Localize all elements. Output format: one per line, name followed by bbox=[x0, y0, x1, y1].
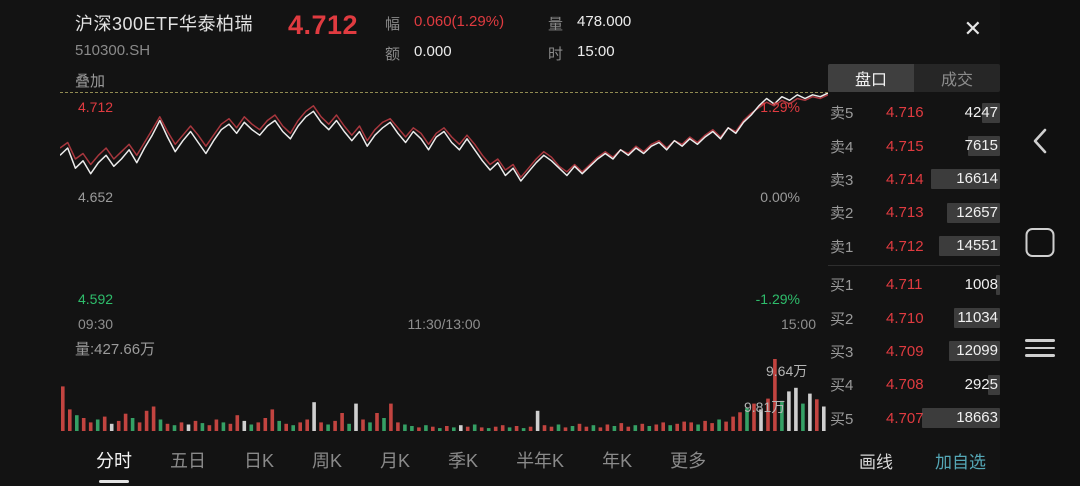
time-label-close: 15:00 bbox=[780, 316, 816, 332]
order-price: 4.712 bbox=[886, 237, 924, 255]
overlay-toggle[interactable]: 叠加 bbox=[75, 73, 106, 90]
order-level-label: 卖1 bbox=[830, 238, 854, 256]
bid-row-3[interactable]: 买3 4.709 12099 bbox=[828, 335, 1000, 368]
tab-intraday[interactable]: 分时 bbox=[94, 443, 134, 477]
ask-row-4[interactable]: 卖4 4.715 7615 bbox=[828, 129, 1000, 162]
ask-row-1[interactable]: 卖1 4.712 14551 bbox=[828, 230, 1000, 263]
order-level-label: 买1 bbox=[830, 277, 854, 295]
bid-row-1[interactable]: 买1 4.711 1008 bbox=[828, 268, 1000, 301]
menu-icon[interactable] bbox=[1025, 334, 1055, 362]
volume-axis-label-2: 9.81万 bbox=[744, 399, 786, 415]
bid-ask-divider bbox=[828, 264, 1000, 266]
y-label-prevclose: 4.652 bbox=[78, 189, 114, 205]
stat-label-change: 幅 bbox=[385, 16, 401, 33]
tab-halfyear-k[interactable]: 半年K bbox=[516, 451, 565, 471]
y-label-high: 4.712 bbox=[78, 99, 114, 115]
bid-row-2[interactable]: 买2 4.710 11034 bbox=[828, 301, 1000, 334]
tab-order-book[interactable]: 盘口 bbox=[828, 64, 914, 92]
time-axis: 09:30 11:30/13:00 15:00 bbox=[60, 313, 828, 336]
stat-label-time: 时 bbox=[548, 46, 564, 63]
period-tab-bar: 分时 五日 日K 周K 月K 季K 半年K 年K 更多 画线 加自选 bbox=[60, 434, 1000, 486]
tab-daily-k[interactable]: 日K bbox=[244, 451, 275, 471]
order-price: 4.715 bbox=[886, 137, 924, 155]
order-price: 4.713 bbox=[886, 204, 924, 222]
intraday-chart[interactable]: 叠加 4.712 4.652 4.592 1.29% 0.00% -1.29% … bbox=[60, 64, 828, 431]
stock-name: 沪深300ETF华泰柏瑞 bbox=[75, 14, 254, 34]
y-label-low: 4.592 bbox=[78, 291, 114, 307]
order-level-label: 卖5 bbox=[830, 105, 854, 123]
main-row: 叠加 4.712 4.652 4.592 1.29% 0.00% -1.29% … bbox=[60, 64, 1000, 431]
header: 沪深300ETF华泰柏瑞 510300.SH 4.712 幅 0.060(1.2… bbox=[60, 0, 1000, 64]
order-volume: 1008 bbox=[964, 274, 1000, 295]
tab-monthly-k[interactable]: 月K bbox=[380, 451, 411, 471]
stat-label-amount: 额 bbox=[385, 46, 401, 63]
draw-line-button[interactable]: 画线 bbox=[859, 452, 893, 472]
order-price: 4.716 bbox=[886, 104, 924, 122]
stat-value-change: 0.060(1.29%) bbox=[414, 13, 505, 30]
price-line-svg bbox=[60, 93, 828, 182]
stat-value-amount: 0.000 bbox=[414, 43, 452, 60]
price-pane[interactable]: 4.712 4.652 4.592 1.29% 0.00% -1.29% bbox=[60, 92, 828, 313]
order-volume: 11034 bbox=[942, 307, 1000, 329]
android-nav-strip bbox=[1000, 0, 1080, 486]
order-volume: 7615 bbox=[964, 136, 1000, 157]
add-watchlist-button[interactable]: 加自选 bbox=[935, 452, 986, 472]
ask-row-2[interactable]: 卖2 4.713 12657 bbox=[828, 196, 1000, 229]
order-level-label: 买5 bbox=[830, 410, 854, 428]
order-price: 4.714 bbox=[886, 170, 924, 188]
tab-5day[interactable]: 五日 bbox=[170, 451, 206, 471]
stock-code: 510300.SH bbox=[75, 42, 151, 59]
pct-label-zero: 0.00% bbox=[760, 189, 800, 205]
tab-weekly-k[interactable]: 周K bbox=[312, 451, 343, 471]
back-icon[interactable] bbox=[1030, 126, 1050, 156]
total-volume-label: 量:427.66万 bbox=[75, 341, 156, 358]
pct-label-high: 1.29% bbox=[760, 99, 800, 115]
order-price: 4.708 bbox=[886, 376, 924, 394]
order-volume: 2925 bbox=[964, 374, 1000, 395]
order-book-panel: 盘口 成交 卖5 4.716 4247 卖4 4.715 7615 bbox=[828, 64, 1000, 430]
current-price: 4.712 bbox=[288, 10, 359, 40]
order-level-label: 买3 bbox=[830, 343, 854, 361]
order-level-label: 卖2 bbox=[830, 205, 854, 223]
order-level-label: 卖3 bbox=[830, 171, 854, 189]
time-label-noon: 11:30/13:00 bbox=[407, 316, 481, 332]
order-price: 4.711 bbox=[886, 276, 923, 294]
stock-identity: 沪深300ETF华泰柏瑞 510300.SH bbox=[75, 10, 253, 59]
order-price: 4.709 bbox=[886, 342, 924, 360]
order-volume: 18663 bbox=[922, 407, 1000, 429]
order-book-tabs: 盘口 成交 bbox=[828, 64, 1000, 92]
stat-label-volume: 量 bbox=[548, 16, 564, 33]
tab-more[interactable]: 更多 bbox=[670, 451, 707, 471]
bid-row-5[interactable]: 买5 4.707 18663 bbox=[828, 402, 1000, 435]
order-level-label: 卖4 bbox=[830, 138, 854, 156]
order-volume: 12099 bbox=[942, 340, 1000, 362]
recent-apps-icon[interactable] bbox=[1025, 228, 1055, 257]
order-volume: 4247 bbox=[964, 102, 1000, 123]
order-book-rows: 卖5 4.716 4247 卖4 4.715 7615 卖3 4.714 166… bbox=[828, 96, 1000, 435]
order-volume: 12657 bbox=[942, 202, 1000, 224]
stat-value-volume: 478.000 bbox=[577, 13, 632, 30]
content-area: 沪深300ETF华泰柏瑞 510300.SH 4.712 幅 0.060(1.2… bbox=[60, 0, 1000, 486]
close-icon[interactable]: ✕ bbox=[963, 16, 982, 41]
tab-yearly-k[interactable]: 年K bbox=[602, 451, 633, 471]
volume-pane[interactable]: 9.64万 9.81万 bbox=[60, 359, 828, 431]
order-level-label: 买2 bbox=[830, 310, 854, 328]
order-price: 4.710 bbox=[886, 309, 924, 327]
volume-bars-svg bbox=[61, 359, 826, 431]
bid-row-4[interactable]: 买4 4.708 2925 bbox=[828, 368, 1000, 401]
order-price: 4.707 bbox=[886, 409, 924, 427]
volume-axis-label-1: 9.64万 bbox=[766, 363, 808, 379]
ask-row-3[interactable]: 卖3 4.714 16614 bbox=[828, 163, 1000, 196]
order-volume: 14551 bbox=[939, 235, 1000, 257]
tab-quarterly-k[interactable]: 季K bbox=[448, 451, 479, 471]
ask-row-5[interactable]: 卖5 4.716 4247 bbox=[828, 96, 1000, 129]
order-volume: 16614 bbox=[931, 168, 1000, 190]
pct-label-low: -1.29% bbox=[755, 291, 800, 307]
time-label-open: 09:30 bbox=[78, 316, 114, 332]
order-level-label: 买4 bbox=[830, 377, 854, 395]
tab-trades[interactable]: 成交 bbox=[940, 72, 973, 89]
stat-value-time: 15:00 bbox=[577, 43, 615, 60]
header-stats: 幅 0.060(1.29%) 量 478.000 额 0.000 时 15:00 bbox=[385, 13, 697, 64]
